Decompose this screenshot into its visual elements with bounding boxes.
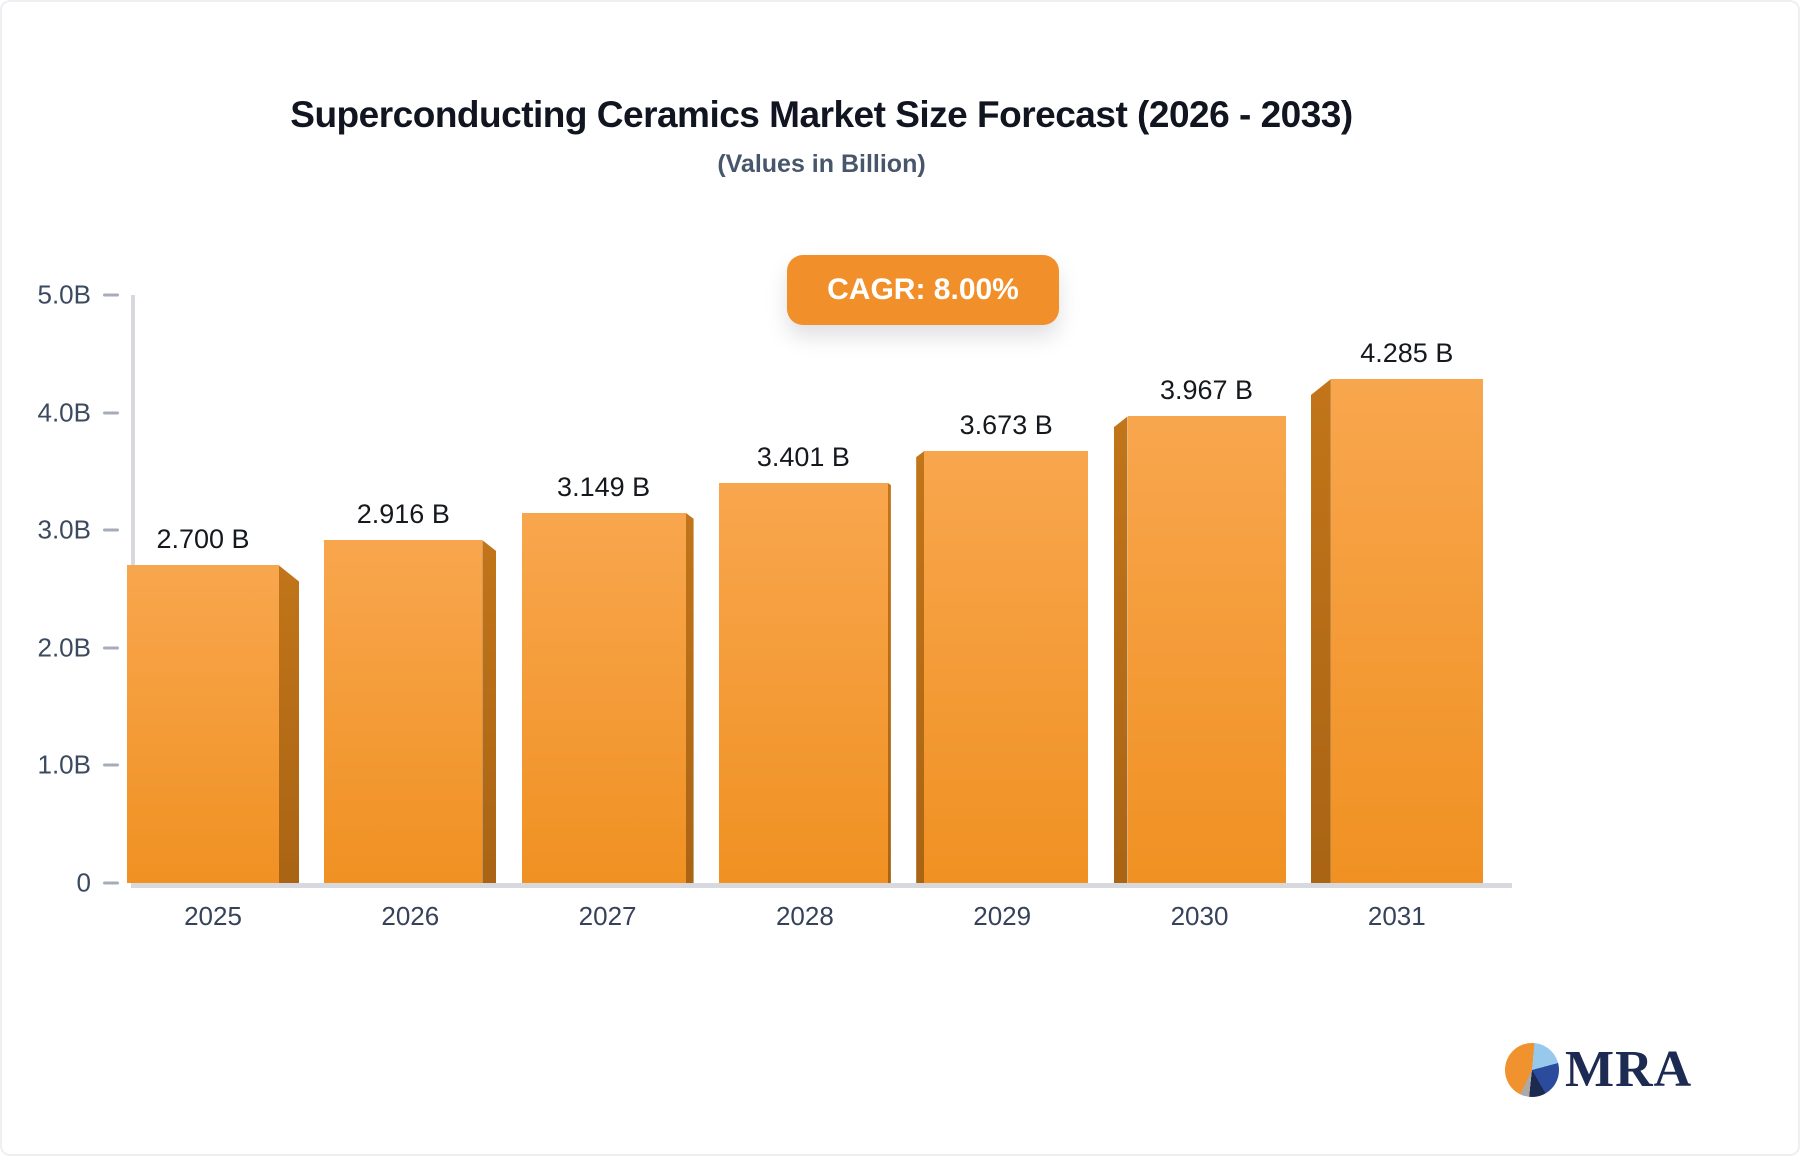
x-tick-label: 2031 bbox=[1367, 901, 1426, 931]
y-tick: 4.0B bbox=[37, 397, 119, 428]
bar-side-face bbox=[1310, 379, 1331, 883]
y-tick: 1.0B bbox=[37, 749, 119, 781]
bar-value-label: 3.967 B bbox=[1159, 375, 1254, 406]
y-tick-mark bbox=[103, 881, 119, 885]
bar-value-label: 2.916 B bbox=[356, 499, 450, 530]
y-tick-label: 0 bbox=[76, 867, 91, 898]
x-tick-label: 2029 bbox=[973, 901, 1032, 931]
x-tick-label: 2027 bbox=[578, 901, 637, 931]
pie-chart-icon bbox=[1505, 1043, 1559, 1097]
y-tick: 5.0B bbox=[37, 279, 119, 311]
bar-side-face bbox=[887, 483, 891, 883]
bar-chart: 5.0B 4.0B 3.0B 2.0B 1.0B 0 2.700 B 2.916 B 3.14… bbox=[38, 280, 1512, 931]
logo-text: MRA bbox=[1565, 1041, 1693, 1098]
y-tick-mark bbox=[103, 528, 119, 532]
y-tick-mark bbox=[103, 293, 119, 297]
bar-front-face bbox=[324, 540, 483, 883]
x-tick-label: 2028 bbox=[775, 901, 834, 931]
y-tick: 2.0B bbox=[37, 632, 119, 663]
y-tick-mark bbox=[103, 411, 119, 415]
bar-value-label: 2.700 B bbox=[156, 524, 250, 555]
bar-side-face bbox=[685, 512, 694, 883]
y-tick: 3.0B bbox=[37, 514, 119, 546]
bar-front-face bbox=[718, 483, 888, 883]
bar-value-label: 4.285 B bbox=[1360, 338, 1454, 369]
bar-front-face bbox=[127, 565, 279, 883]
mra-logo: MRA bbox=[1505, 1043, 1692, 1097]
y-tick-label: 1.0B bbox=[37, 749, 92, 780]
x-tick-label: 2030 bbox=[1170, 901, 1229, 931]
bar-side-face bbox=[916, 451, 925, 883]
x-tick-label: 2026 bbox=[381, 901, 440, 931]
bar-2029[interactable]: 3.673 B bbox=[916, 410, 1089, 883]
bar-front-face bbox=[924, 451, 1089, 883]
bar-front-face bbox=[521, 512, 686, 883]
y-tick-label: 3.0B bbox=[37, 514, 92, 545]
y-tick-label: 5.0B bbox=[37, 279, 92, 310]
bar-2030[interactable]: 3.967 B bbox=[1113, 375, 1286, 883]
bar-front-face bbox=[1127, 416, 1286, 883]
y-tick-label: 4.0B bbox=[37, 397, 92, 428]
bar-value-label: 3.401 B bbox=[756, 442, 850, 473]
bar-2031[interactable]: 4.285 B bbox=[1310, 338, 1483, 883]
y-tick-label: 2.0B bbox=[37, 632, 92, 663]
y-tick-mark bbox=[103, 763, 119, 767]
bar-side-face bbox=[482, 540, 497, 883]
chart-subtitle: (Values in Billion) bbox=[717, 150, 926, 178]
bar-side-face bbox=[1113, 416, 1128, 883]
chart-title: Superconducting Ceramics Market Size For… bbox=[290, 94, 1353, 135]
x-axis-line bbox=[131, 883, 1512, 888]
y-tick-mark bbox=[103, 646, 119, 650]
bar-2028[interactable]: 3.401 B bbox=[718, 442, 891, 883]
bar-2027[interactable]: 3.149 B bbox=[521, 472, 694, 883]
bar-2026[interactable]: 2.916 B bbox=[324, 499, 497, 883]
y-tick: 0 bbox=[77, 868, 119, 899]
cagr-badge: CAGR: 8.00% bbox=[787, 255, 1059, 325]
bar-value-label: 3.673 B bbox=[959, 410, 1053, 441]
bar-value-label: 3.149 B bbox=[557, 471, 651, 502]
bar-2025[interactable]: 2.700 B bbox=[127, 524, 299, 883]
bar-side-face bbox=[279, 565, 299, 883]
bar-front-face bbox=[1330, 379, 1483, 883]
x-tick-label: 2025 bbox=[184, 901, 242, 931]
